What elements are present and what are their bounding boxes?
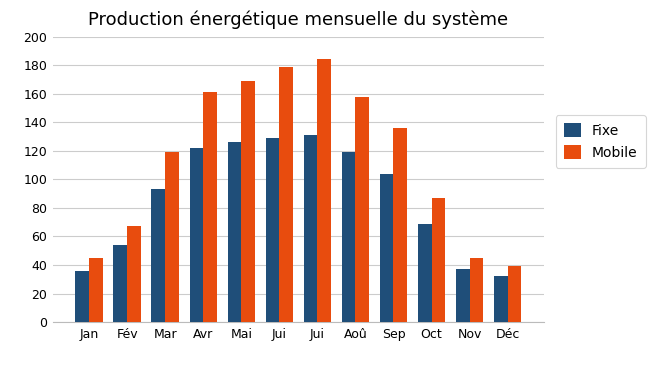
Bar bbox=[494, 276, 508, 322]
Bar bbox=[227, 142, 241, 322]
Bar bbox=[151, 189, 165, 322]
Bar bbox=[318, 59, 331, 322]
Bar bbox=[380, 173, 393, 322]
Bar bbox=[304, 135, 318, 322]
Bar bbox=[432, 198, 446, 322]
Bar bbox=[204, 92, 217, 322]
Bar bbox=[508, 266, 521, 322]
Bar bbox=[76, 271, 89, 322]
Bar bbox=[89, 258, 103, 322]
Bar bbox=[127, 227, 141, 322]
Legend: Fixe, Mobile: Fixe, Mobile bbox=[556, 115, 646, 168]
Bar bbox=[456, 269, 469, 322]
Bar bbox=[355, 97, 369, 322]
Bar bbox=[469, 258, 483, 322]
Title: Production énergétique mensuelle du système: Production énergétique mensuelle du syst… bbox=[88, 11, 509, 30]
Bar bbox=[279, 67, 293, 322]
Bar bbox=[418, 224, 432, 322]
Bar bbox=[393, 128, 407, 322]
Bar bbox=[190, 148, 204, 322]
Bar bbox=[241, 81, 255, 322]
Bar bbox=[341, 152, 355, 322]
Bar bbox=[113, 245, 127, 322]
Bar bbox=[266, 138, 279, 322]
Bar bbox=[165, 152, 179, 322]
